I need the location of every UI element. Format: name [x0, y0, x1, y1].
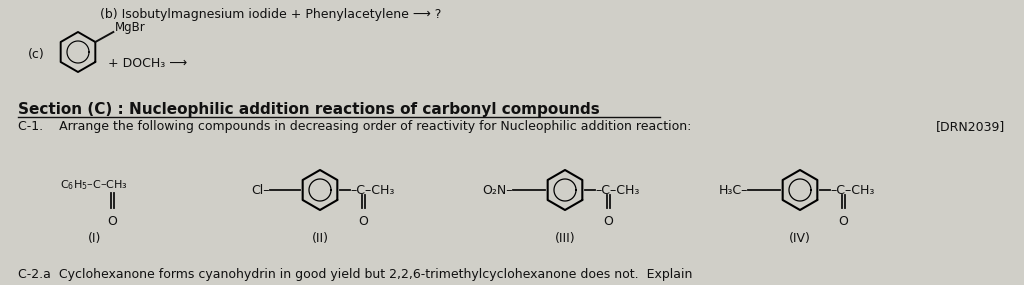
Text: O: O — [358, 215, 368, 228]
Text: MgBr: MgBr — [116, 21, 146, 34]
Text: H₃C–: H₃C– — [719, 184, 748, 198]
Text: (II): (II) — [311, 232, 329, 245]
Text: (I): (I) — [88, 232, 101, 245]
Text: Section (C) : Nucleophilic addition reactions of carbonyl compounds: Section (C) : Nucleophilic addition reac… — [18, 102, 600, 117]
Text: (III): (III) — [555, 232, 575, 245]
Text: (c): (c) — [28, 48, 45, 61]
Text: O: O — [108, 215, 117, 228]
Text: –C–CH₃: –C–CH₃ — [350, 184, 394, 198]
Text: (IV): (IV) — [790, 232, 811, 245]
Text: Cl–: Cl– — [252, 184, 270, 198]
Text: C-2.a  Cyclohexanone forms cyanohydrin in good yield but 2,2,6-trimethylcyclohex: C-2.a Cyclohexanone forms cyanohydrin in… — [18, 268, 692, 281]
Text: $\mathsf{C_6H_5}$–C–CH₃: $\mathsf{C_6H_5}$–C–CH₃ — [60, 178, 128, 192]
Text: (b) Isobutylmagnesium iodide + Phenylacetylene ⟶ ?: (b) Isobutylmagnesium iodide + Phenylace… — [100, 8, 441, 21]
Text: [DRN2039]: [DRN2039] — [936, 120, 1005, 133]
Text: –C–CH₃: –C–CH₃ — [595, 184, 639, 198]
Text: O: O — [838, 215, 848, 228]
Text: C-1.    Arrange the following compounds in decreasing order of reactivity for Nu: C-1. Arrange the following compounds in … — [18, 120, 691, 133]
Text: –C–CH₃: –C–CH₃ — [830, 184, 874, 198]
Text: O₂N–: O₂N– — [482, 184, 513, 198]
Text: + DOCH₃ ⟶: + DOCH₃ ⟶ — [108, 57, 187, 70]
Text: O: O — [603, 215, 613, 228]
